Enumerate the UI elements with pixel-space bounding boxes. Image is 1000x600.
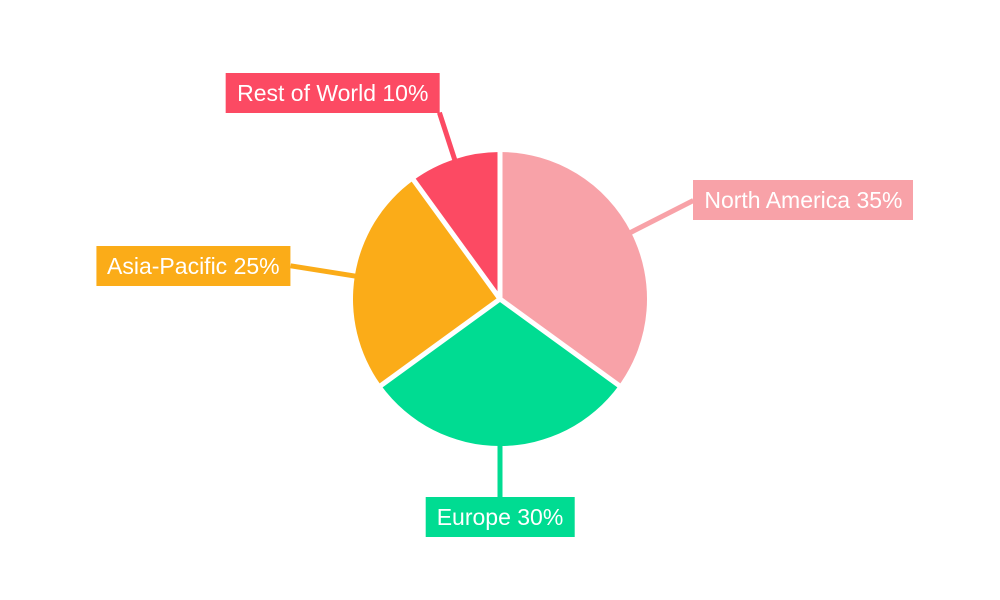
leader-line-rest-of-world	[437, 111, 458, 161]
pie-slice-north-america	[500, 152, 648, 386]
leader-line-asia-pacific	[290, 263, 357, 279]
slice-separator	[410, 177, 503, 301]
slice-separator	[498, 296, 622, 389]
pie-slice-europe	[381, 299, 619, 447]
slice-separator	[378, 296, 502, 389]
pie-slice-asia-pacific	[352, 180, 500, 386]
pie-slice-rest-of-world	[413, 152, 500, 299]
leader-line-north-america	[628, 198, 695, 235]
